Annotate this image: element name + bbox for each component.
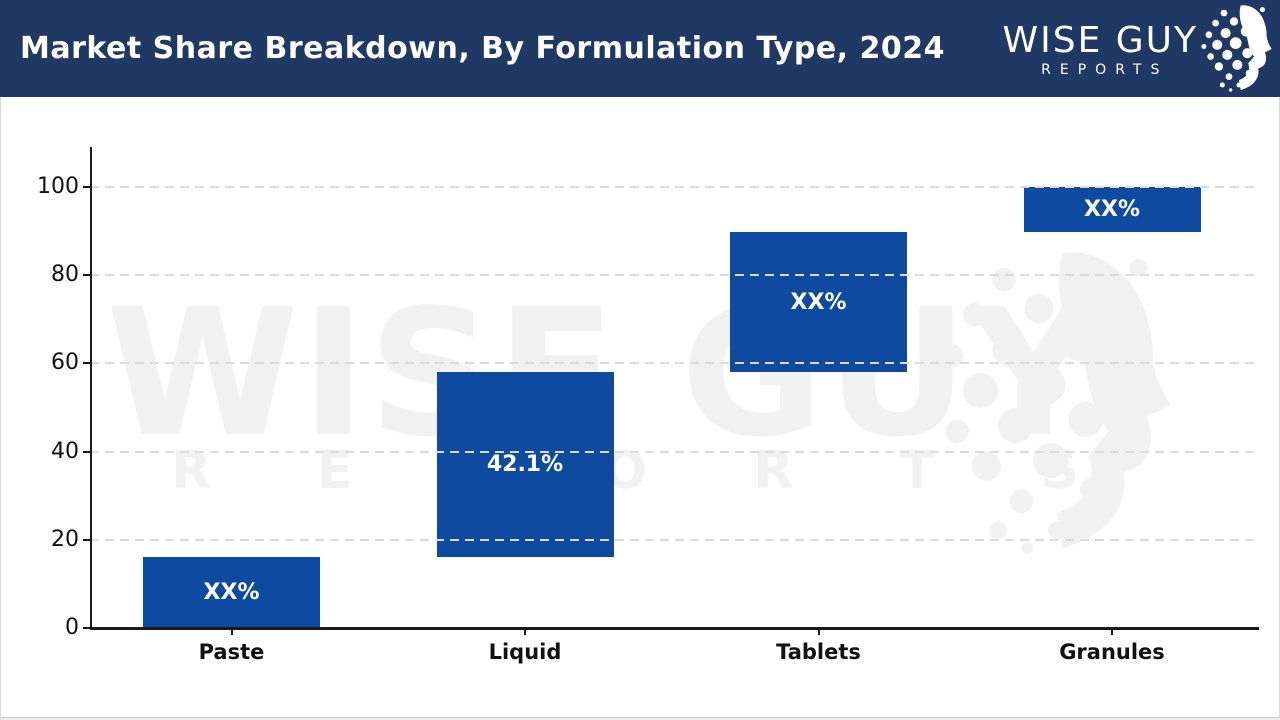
header: Market Share Breakdown, By Formulation T… (0, 0, 1280, 97)
logo-wordmark: WISE GUY REPORTS (1003, 20, 1199, 78)
bar-tablets: XX% (730, 232, 907, 372)
wise-guy-logo: WISE GUY REPORTS (1003, 3, 1280, 95)
y-axis-tick-80 (83, 274, 90, 277)
x-axis-label-tablets: Tablets (776, 640, 861, 664)
bar-granules: XX% (1023, 187, 1201, 233)
y-axis-tick-40 (83, 450, 90, 453)
x-axis-tick-liquid (524, 628, 526, 635)
chart-region: WISE GUY R E P O R T S 0 20 40 60 80 100 XX% Pa… (0, 97, 1280, 720)
bar-value-label: 42.1% (486, 452, 564, 478)
logo-face-icon (1201, 4, 1272, 92)
page-title: Market Share Breakdown, By Formulation T… (20, 31, 946, 66)
x-axis-label-paste: Paste (198, 640, 265, 664)
gridline-100 (90, 186, 1259, 188)
y-axis-label-60: 60 (51, 350, 79, 376)
y-axis-label-20: 20 (51, 526, 79, 552)
x-axis-tick-paste (230, 628, 233, 635)
bar-value-label: XX% (1084, 197, 1140, 223)
bar-liquid: 42.1% (436, 371, 614, 558)
bottom-border (1, 717, 1280, 720)
y-axis-tick-100 (83, 186, 90, 188)
logo-subtitle-text: REPORTS (1041, 61, 1169, 78)
x-axis-label-granules: Granules (1059, 640, 1165, 664)
x-axis-baseline (90, 627, 1259, 630)
bar-value-label: XX% (790, 289, 847, 315)
y-axis-tick-0 (83, 627, 90, 629)
logo-title-text: WISE GUY (1002, 19, 1198, 61)
y-axis-label-40: 40 (51, 438, 79, 464)
gridline-20 (90, 538, 1259, 541)
watermark-subtitle: R E P O R T S (171, 441, 1123, 501)
y-axis-label-100: 100 (37, 174, 79, 199)
y-axis-tick-20 (83, 538, 90, 541)
y-axis-tick-60 (83, 362, 90, 365)
y-axis-spine (90, 147, 92, 630)
watermark-face-icon (925, 252, 1171, 554)
bar-paste: XX% (143, 557, 320, 628)
gridline-80 (90, 274, 1259, 277)
gridline-40 (90, 450, 1259, 453)
bar-value-label: XX% (203, 580, 260, 606)
plot-area: 0 20 40 60 80 100 XX% Paste 42.1% Liquid XX% Tablet… (1, 97, 1280, 720)
x-axis-tick-granules (1111, 628, 1113, 635)
gridline-60 (90, 362, 1259, 365)
y-axis-label-0: 0 (65, 615, 79, 640)
x-axis-tick-tablets (817, 628, 820, 635)
x-axis-label-liquid: Liquid (488, 640, 562, 664)
y-axis-label-80: 80 (51, 262, 79, 288)
